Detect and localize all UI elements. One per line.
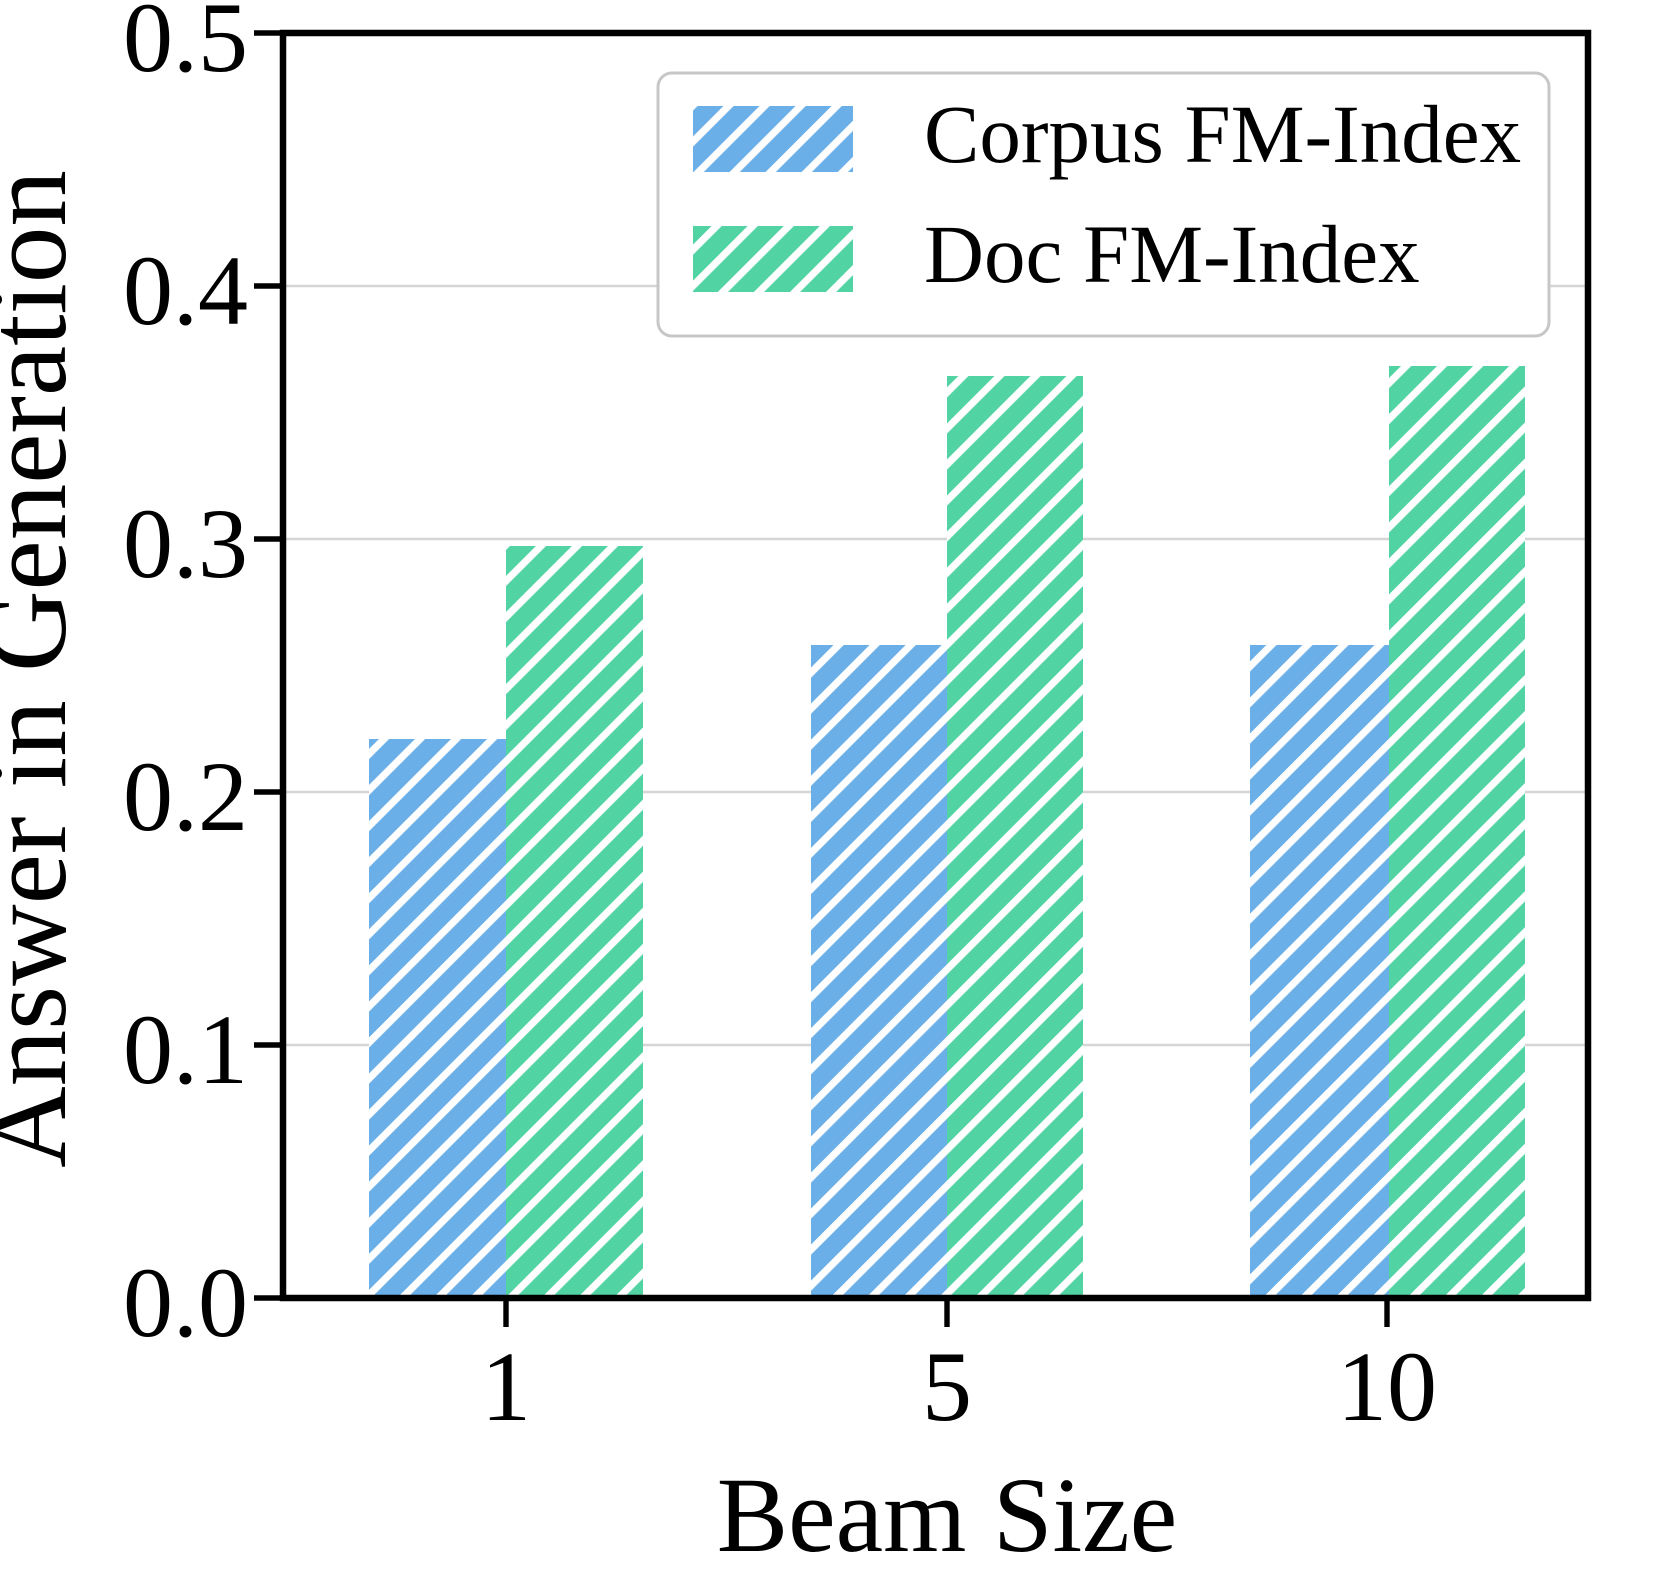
svg-text:0.5: 0.5 — [123, 0, 248, 93]
svg-text:10: 10 — [1337, 1331, 1437, 1442]
svg-text:0.2: 0.2 — [123, 741, 248, 852]
svg-text:0.0: 0.0 — [123, 1247, 248, 1358]
svg-text:Doc FM-Index: Doc FM-Index — [924, 208, 1420, 300]
svg-text:0.1: 0.1 — [123, 994, 248, 1105]
svg-text:Corpus FM-Index: Corpus FM-Index — [924, 88, 1521, 180]
svg-text:0.3: 0.3 — [123, 488, 248, 599]
svg-text:1: 1 — [481, 1331, 531, 1442]
svg-text:Answer in Generation: Answer in Generation — [0, 170, 90, 1168]
svg-text:0.4: 0.4 — [123, 235, 248, 346]
svg-text:Beam Size: Beam Size — [717, 1457, 1178, 1575]
svg-text:5: 5 — [922, 1331, 972, 1442]
